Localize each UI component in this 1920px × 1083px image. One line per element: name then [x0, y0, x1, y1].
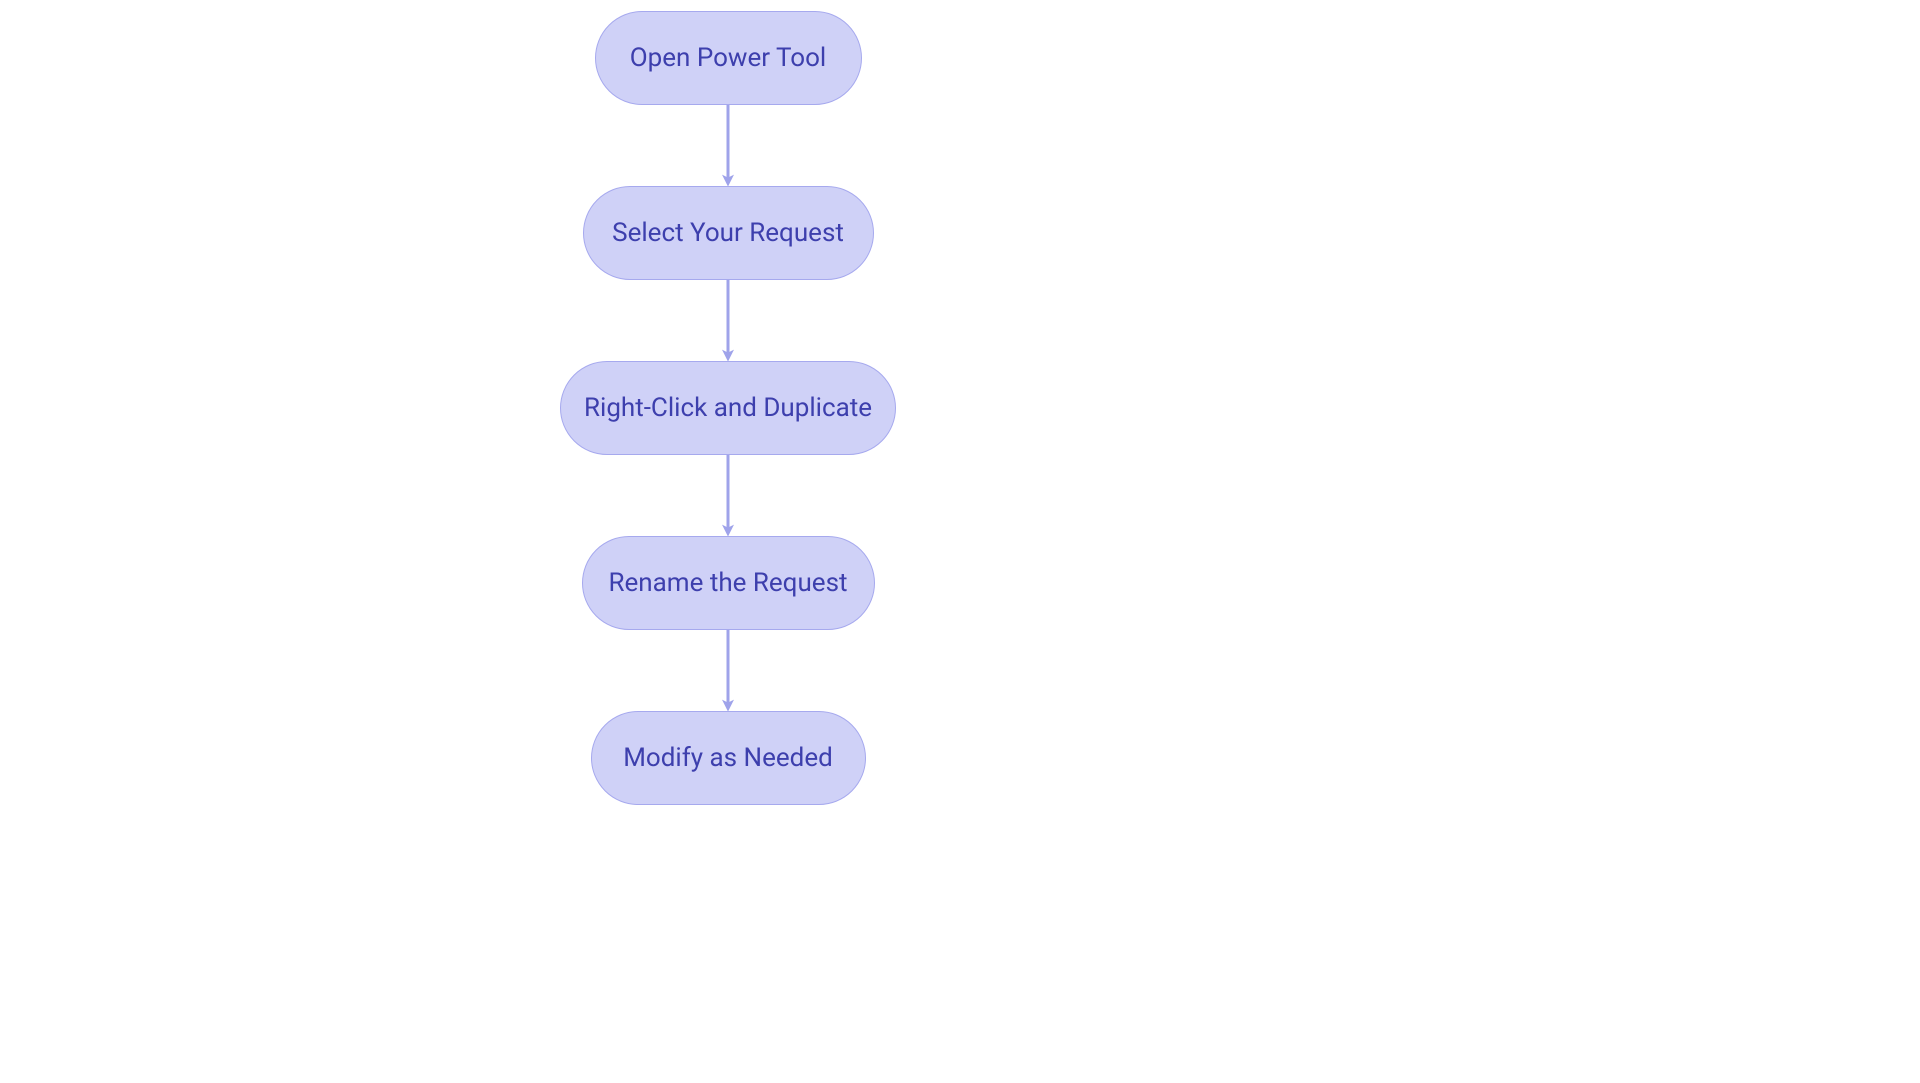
- flowchart-canvas: Open Power Tool Select Your Request Right-…: [0, 0, 1920, 1083]
- flowchart-node: Modify as Needed: [591, 711, 866, 805]
- flowchart-edges: [0, 0, 1920, 1083]
- flowchart-node: Select Your Request: [583, 186, 874, 280]
- flowchart-node-label: Rename the Request: [608, 568, 847, 598]
- flowchart-node-label: Select Your Request: [612, 218, 844, 248]
- flowchart-node-label: Right-Click and Duplicate: [584, 393, 872, 423]
- flowchart-node-label: Open Power Tool: [630, 43, 826, 73]
- flowchart-node-label: Modify as Needed: [623, 743, 833, 773]
- flowchart-node: Open Power Tool: [595, 11, 862, 105]
- flowchart-node: Rename the Request: [582, 536, 875, 630]
- flowchart-node: Right-Click and Duplicate: [560, 361, 896, 455]
